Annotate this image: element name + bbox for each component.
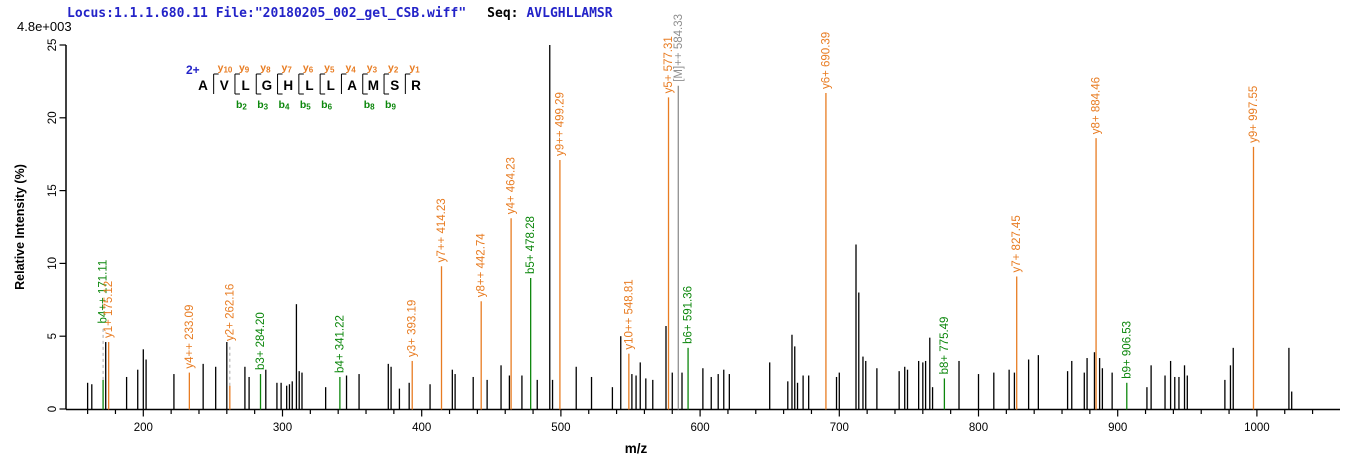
residue-letter: L xyxy=(241,78,249,93)
y-ion-label: y4 xyxy=(345,62,356,75)
peak-annotation-label: y9++ 499.29 xyxy=(554,92,566,156)
locus-file-title: Locus:1.1.1.680.11 File:"20180205_002_ge… xyxy=(67,6,467,21)
b-ion-label: b2 xyxy=(236,99,247,112)
x-tick-label: 300 xyxy=(273,422,292,434)
x-tick-label: 700 xyxy=(830,422,849,434)
y-ion-label: y7 xyxy=(282,62,293,75)
b-ion-label: b6 xyxy=(321,99,332,112)
titlebar: Locus:1.1.1.680.11 File:"20180205_002_ge… xyxy=(67,6,613,21)
b-ion-label: b5 xyxy=(300,99,311,112)
residue-letter: M xyxy=(368,78,379,93)
residue-letter: L xyxy=(305,78,313,93)
peak-annotation-label: b9+ 906.53 xyxy=(1121,321,1133,379)
peak-annotation-label: b4++ 171.11 xyxy=(98,260,110,324)
residue-letter: R xyxy=(411,78,421,93)
b-ion-label: b4 xyxy=(279,99,290,112)
y-tick-label: 10 xyxy=(47,257,59,270)
peak-annotation-label: y7++ 414.23 xyxy=(436,198,448,262)
residue-letter: A xyxy=(347,78,357,93)
peak-annotation-label: y10++ 548.81 xyxy=(623,279,635,349)
y-ion-label: y8 xyxy=(260,62,271,75)
residue-letter: H xyxy=(283,78,293,93)
residue-letter: G xyxy=(262,78,273,93)
sequence-value: AVLGHLLAMSR xyxy=(526,6,613,21)
peak-annotation-label: y8++ 442.74 xyxy=(476,233,488,298)
x-tick-label: 500 xyxy=(551,422,570,434)
peak-annotation-label: y7+ 827.45 xyxy=(1011,215,1023,272)
peak-annotation-label: y1+ 175.12 xyxy=(103,281,115,338)
x-tick-label: 900 xyxy=(1108,422,1127,434)
y-tick-label: 20 xyxy=(47,111,59,124)
peak-annotation-label: y5+ 577.31 xyxy=(663,36,675,93)
peak-annotation-label: b4+ 341.22 xyxy=(334,315,346,373)
b-ion-label: b3 xyxy=(257,99,268,112)
b-ion-label: b9 xyxy=(385,99,396,112)
peak-annotation-label: y9+ 997.55 xyxy=(1248,86,1260,143)
y-ion-label: y10 xyxy=(218,62,233,75)
residue-letter: V xyxy=(220,78,229,93)
y-ion-label: y5 xyxy=(324,62,335,75)
intensity-scale-note: 4.8e+003 xyxy=(17,19,72,34)
y-ion-label: y6 xyxy=(303,62,314,75)
peak-annotation-label: b8+ 775.49 xyxy=(939,317,951,375)
residue-letter: S xyxy=(390,78,399,93)
x-tick-label: 1000 xyxy=(1244,422,1270,434)
precursor-charge-label: 2+ xyxy=(186,63,200,77)
seq-label: Seq: xyxy=(487,6,519,21)
y-tick-label: 25 xyxy=(47,39,59,52)
y-axis-title: Relative Intensity (%) xyxy=(13,164,27,290)
peak-annotation-label: y4++ 233.09 xyxy=(184,305,196,369)
x-tick-label: 200 xyxy=(134,422,153,434)
residue-letter: L xyxy=(327,78,335,93)
x-tick-label: 800 xyxy=(969,422,988,434)
b-ion-label: b8 xyxy=(364,99,375,112)
y-tick-label: 15 xyxy=(47,184,59,197)
x-tick-label: 600 xyxy=(691,422,710,434)
peak-annotation-label: b6+ 591.36 xyxy=(683,286,695,344)
peak-annotation-label: y2+ 262.16 xyxy=(224,284,236,341)
peak-annotation-label: [M]++ 584.33 xyxy=(673,14,685,82)
x-tick-label: 400 xyxy=(412,422,431,434)
y-ion-label: y2 xyxy=(388,62,399,75)
residue-letter: A xyxy=(198,78,208,93)
peak-annotation-label: b3+ 284.20 xyxy=(255,312,267,370)
peak-annotation-label: y4+ 464.23 xyxy=(506,157,518,214)
peak-annotation-label: b5+ 478.28 xyxy=(525,216,537,274)
y-ion-label: y1 xyxy=(409,62,420,75)
x-axis-title: m/z xyxy=(625,441,648,456)
y-tick-label: 0 xyxy=(47,406,59,412)
y-tick-label: 5 xyxy=(47,333,59,339)
y-ion-label: y9 xyxy=(239,62,250,75)
y-ion-label: y3 xyxy=(367,62,378,75)
peak-annotation-label: y3+ 393.19 xyxy=(407,300,419,357)
peak-annotation-label: y8+ 884.46 xyxy=(1091,77,1103,134)
peak-annotation-label: y6+ 690.39 xyxy=(820,32,832,89)
